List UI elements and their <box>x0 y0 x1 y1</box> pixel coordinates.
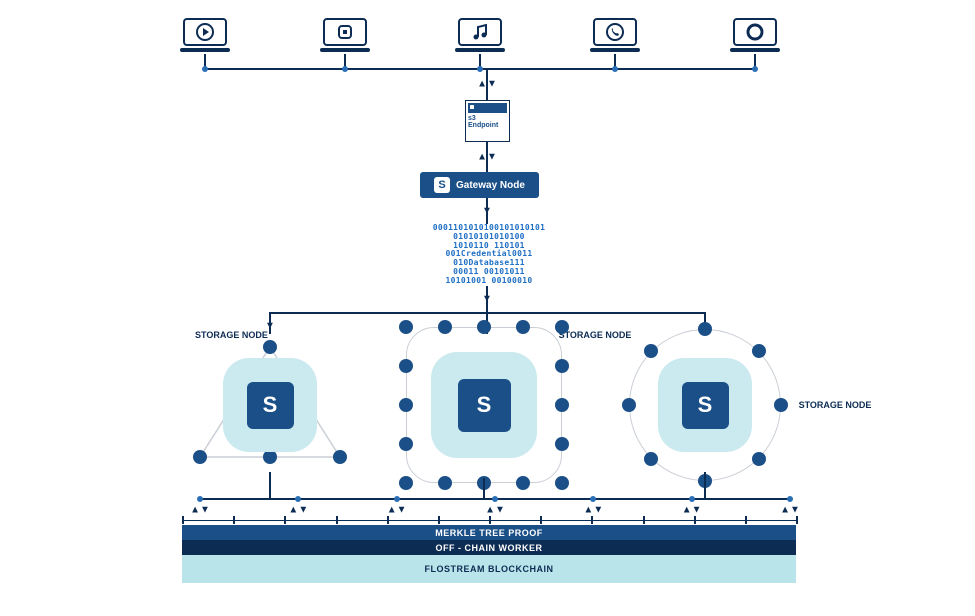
s3-label2: Endpoint <box>468 122 507 129</box>
client-laptop <box>180 18 230 54</box>
storage-node-label: STORAGE NODE <box>195 330 268 340</box>
s3-endpoint: s3Endpoint <box>465 100 510 142</box>
storage-node-label: STORAGE NODE <box>790 400 880 410</box>
client-laptop <box>320 18 370 54</box>
credential-database: 0001101010100101010101010101010101001010… <box>420 224 558 286</box>
client-laptop <box>455 18 505 54</box>
gateway-node: S Gateway Node <box>420 172 539 198</box>
blockchain-layer: FLOSTREAM BLOCKCHAIN <box>182 555 796 583</box>
blockchain-layer: MERKLE TREE PROOF <box>182 525 796 540</box>
storage-node: S <box>223 358 317 452</box>
storage-node: S <box>658 358 752 452</box>
s3-label: s3 <box>468 115 507 122</box>
blockchain-layer: OFF - CHAIN WORKER <box>182 540 796 555</box>
gateway-label: Gateway Node <box>456 180 525 191</box>
storage-node: S <box>431 352 537 458</box>
client-laptop <box>730 18 780 54</box>
client-laptop <box>590 18 640 54</box>
gateway-icon: S <box>434 177 450 193</box>
